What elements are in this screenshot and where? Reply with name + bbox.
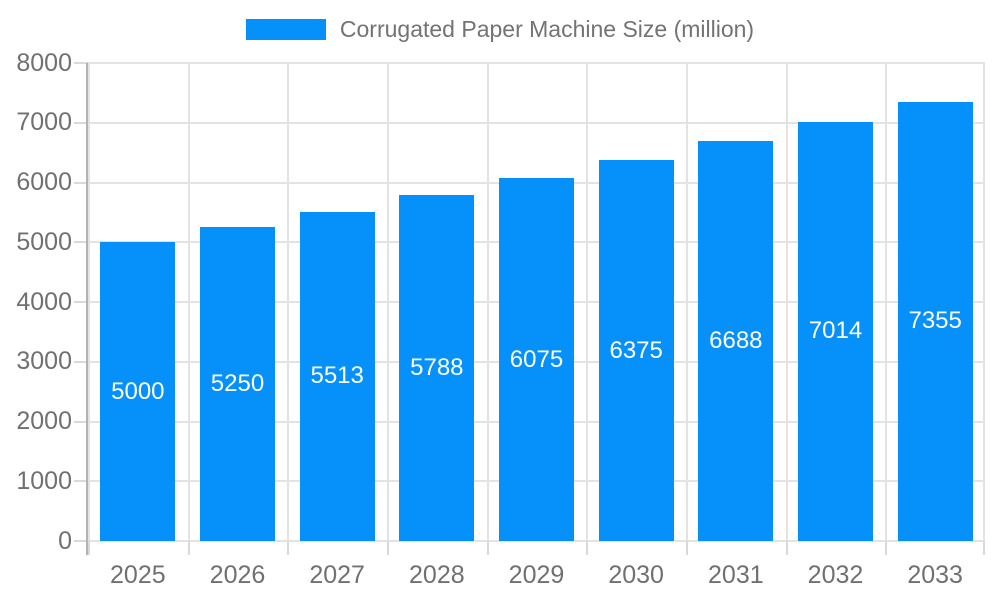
bar[interactable]: 5000: [100, 242, 176, 541]
x-axis-tick: [983, 541, 985, 555]
x-tick-label: 2025: [110, 561, 166, 589]
x-tick-label: 2028: [409, 561, 465, 589]
gridline-vertical: [486, 63, 489, 541]
x-axis-tick: [586, 541, 589, 555]
x-axis-tick: [785, 541, 788, 555]
bar[interactable]: 7014: [797, 121, 874, 541]
bar[interactable]: 5788: [399, 195, 475, 541]
x-tick-label: 2026: [209, 561, 266, 589]
x-tick-label: 2032: [807, 561, 864, 589]
y-tick-label: 4000: [16, 287, 72, 316]
y-tick-label: 3000: [16, 347, 72, 376]
y-axis-line: [86, 63, 88, 555]
y-axis-tick: [74, 181, 88, 184]
gridline-vertical: [885, 63, 888, 541]
x-tick-label: 2031: [708, 561, 764, 589]
bar[interactable]: 6075: [498, 178, 575, 541]
x-axis-tick: [686, 541, 688, 555]
x-tick-label: 2033: [907, 561, 963, 589]
x-tick-label: 2030: [608, 561, 664, 589]
gridline-vertical: [88, 63, 90, 541]
gridline-vertical: [287, 63, 290, 541]
gridline-vertical: [387, 63, 389, 541]
y-axis-tick: [74, 360, 88, 363]
bar-value-label: 6688: [709, 327, 763, 355]
legend-swatch: [245, 19, 326, 40]
gridline-vertical: [586, 63, 589, 541]
x-tick-label: 2029: [508, 561, 565, 589]
gridline-horizontal: [88, 62, 985, 64]
x-axis-tick: [287, 541, 290, 555]
y-tick-label: 6000: [16, 168, 72, 196]
legend: Corrugated Paper Machine Size (million): [0, 16, 1000, 43]
y-tick-label: 5000: [16, 227, 72, 256]
bar-value-label: 7355: [908, 307, 962, 335]
bar[interactable]: 6688: [698, 141, 774, 541]
y-axis-tick: [74, 540, 88, 542]
legend-label: Corrugated Paper Machine Size (million): [339, 16, 755, 42]
y-axis-tick: [74, 121, 88, 124]
gridline-horizontal: [88, 121, 985, 124]
y-tick-label: 1000: [16, 466, 72, 495]
y-axis-tick: [74, 420, 88, 423]
y-axis-tick: [74, 241, 88, 244]
bar[interactable]: 6375: [598, 160, 674, 541]
bar-value-label: 6375: [609, 336, 663, 364]
y-tick-label: 7000: [16, 108, 72, 137]
bar-value-label: 5000: [111, 377, 165, 405]
bar[interactable]: 7355: [897, 101, 973, 541]
bar-value-label: 5513: [310, 362, 364, 390]
x-axis-tick: [187, 541, 190, 555]
x-tick-label: 2027: [309, 561, 365, 589]
bar-value-label: 5788: [410, 354, 464, 382]
bar[interactable]: 5513: [299, 211, 375, 541]
bar-value-label: 5250: [210, 370, 265, 398]
bar-value-label: 7014: [808, 317, 863, 345]
x-axis-tick: [885, 541, 888, 555]
gridline-vertical: [785, 63, 788, 541]
gridline-horizontal: [88, 540, 985, 542]
legend-item[interactable]: Corrugated Paper Machine Size (million): [245, 16, 755, 43]
gridline-vertical: [187, 63, 190, 541]
y-tick-label: 0: [58, 526, 72, 555]
y-tick-label: 8000: [16, 48, 72, 77]
x-axis-tick: [387, 541, 389, 555]
bar-value-label: 6075: [509, 345, 564, 373]
plot-area: 5000 5250 5513 5788 6075 6375 6688 7014 7355: [88, 62, 985, 542]
x-axis-tick: [486, 541, 489, 555]
y-axis-tick: [74, 301, 88, 303]
gridline-vertical: [686, 63, 688, 541]
bar[interactable]: 5250: [199, 227, 276, 541]
gridline-vertical: [983, 63, 985, 541]
y-tick-label: 2000: [16, 407, 72, 435]
x-axis-tick: [88, 541, 90, 555]
y-axis-tick: [74, 62, 88, 64]
y-axis-tick: [74, 480, 88, 483]
